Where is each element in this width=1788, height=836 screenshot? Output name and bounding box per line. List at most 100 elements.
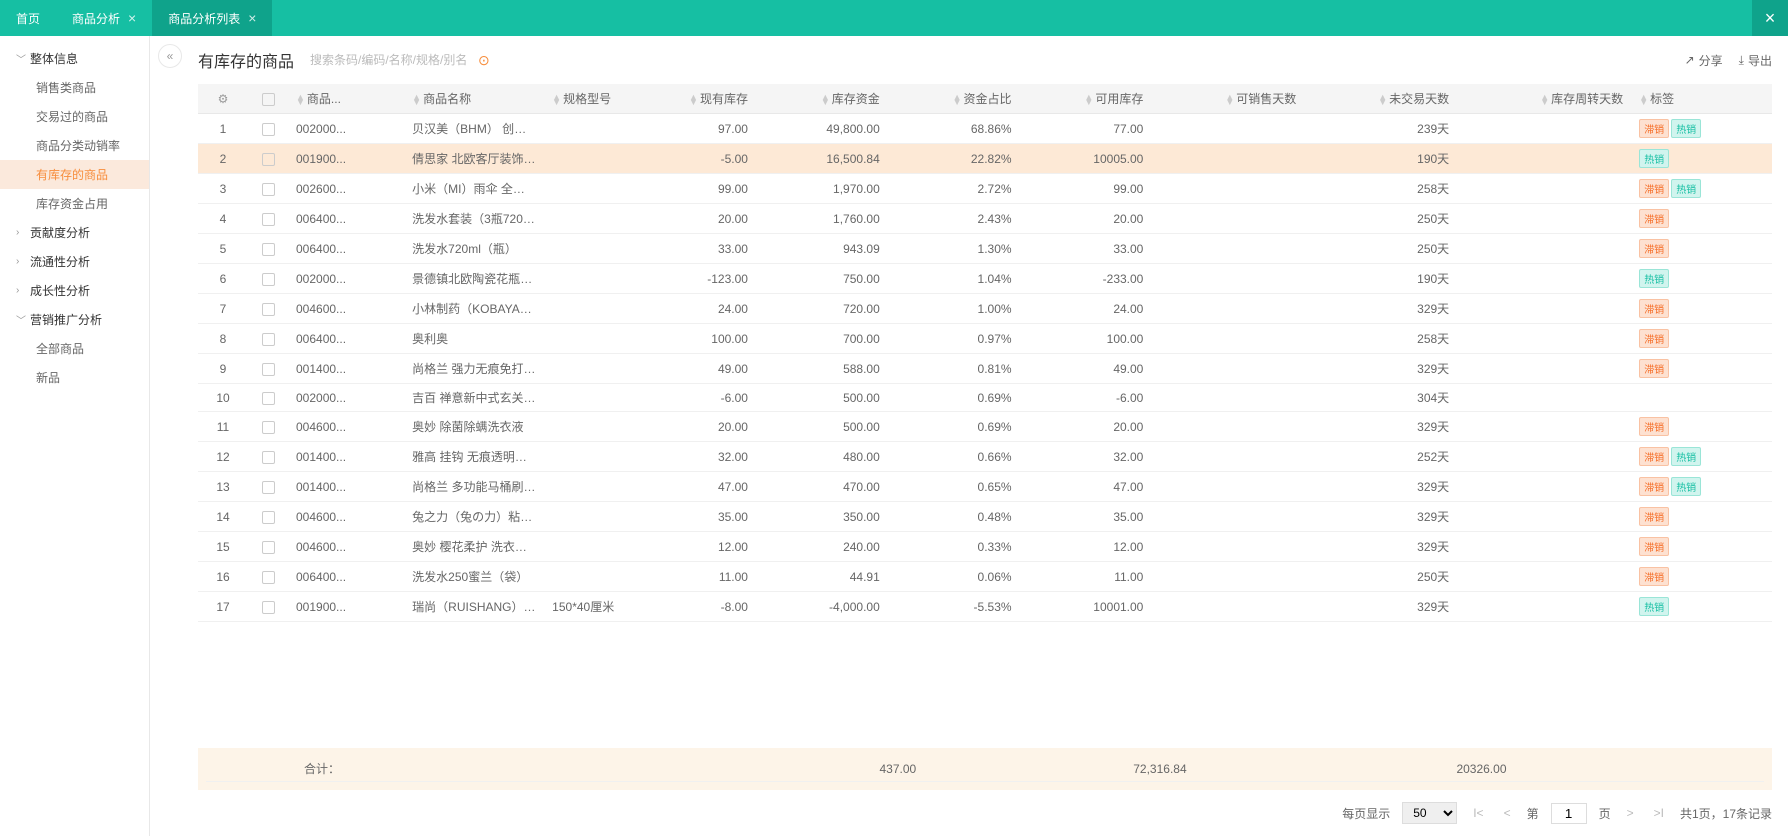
- nav-item-销售类商品[interactable]: 销售类商品: [0, 73, 149, 102]
- table-row[interactable]: 10002000...吉百 禅意新中式玄关摆件套-6.00500.000.69%…: [198, 384, 1772, 412]
- chevron-right-icon: ›: [16, 285, 26, 296]
- share-button[interactable]: ↗ 分享: [1685, 52, 1723, 69]
- col-header-name[interactable]: ▲▼商品名称: [404, 84, 544, 114]
- nav-item-全部商品[interactable]: 全部商品: [0, 334, 149, 363]
- sort-icon: ▲▼: [1225, 95, 1234, 105]
- select-all-checkbox[interactable]: [262, 93, 275, 106]
- nav-group-贡献度分析[interactable]: ›贡献度分析: [0, 218, 149, 247]
- nav-item-商品分类动销率[interactable]: 商品分类动销率: [0, 131, 149, 160]
- table-row[interactable]: 12001400...雅高 挂钩 无痕透明粘钩 强32.00480.000.66…: [198, 442, 1772, 472]
- col-header-saledays[interactable]: ▲▼可销售天数: [1151, 84, 1304, 114]
- nav-group-流通性分析[interactable]: ›流通性分析: [0, 247, 149, 276]
- col-header-funds[interactable]: ▲▼库存资金: [756, 84, 888, 114]
- col-header-notrade[interactable]: ▲▼未交易天数: [1304, 84, 1457, 114]
- row-checkbox[interactable]: [262, 303, 275, 316]
- sort-icon: ▲▼: [1540, 95, 1549, 105]
- table-row[interactable]: 11004600...奥妙 除菌除螨洗衣液20.00500.000.69%20.…: [198, 412, 1772, 442]
- sort-icon: ▲▼: [1378, 95, 1387, 105]
- col-header-tags[interactable]: ▲▼标签: [1631, 84, 1772, 114]
- tab-close-icon[interactable]: ×: [248, 10, 256, 26]
- col-header-pct[interactable]: ▲▼资金占比: [888, 84, 1020, 114]
- tab-首页[interactable]: 首页: [0, 0, 56, 36]
- chevron-down-icon: ﹀: [16, 312, 26, 327]
- row-checkbox[interactable]: [262, 392, 275, 405]
- gear-icon[interactable]: ⚙: [218, 92, 229, 106]
- row-checkbox[interactable]: [262, 123, 275, 136]
- row-checkbox[interactable]: [262, 243, 275, 256]
- tag-热销: 热销: [1671, 119, 1701, 138]
- col-header-code[interactable]: ▲▼商品...: [288, 84, 404, 114]
- row-checkbox[interactable]: [262, 333, 275, 346]
- table-row[interactable]: 5006400...洗发水720ml（瓶）33.00943.091.30%33.…: [198, 234, 1772, 264]
- nav-group-成长性分析[interactable]: ›成长性分析: [0, 276, 149, 305]
- col-header-turnover[interactable]: ▲▼库存周转天数: [1457, 84, 1631, 114]
- nav-item-库存资金占用[interactable]: 库存资金占用: [0, 189, 149, 218]
- tag-热销: 热销: [1639, 597, 1669, 616]
- sort-icon: ▲▼: [1639, 95, 1648, 105]
- row-checkbox[interactable]: [262, 571, 275, 584]
- pager-first[interactable]: I<: [1469, 806, 1487, 820]
- search-icon[interactable]: ⊙: [478, 52, 490, 69]
- nav-group-营销推广分析[interactable]: ﹀营销推广分析: [0, 305, 149, 334]
- row-checkbox[interactable]: [262, 451, 275, 464]
- page-size-label: 每页显示: [1342, 805, 1390, 822]
- table-row[interactable]: 7004600...小林制药（KOBAYASHI）E24.00720.001.0…: [198, 294, 1772, 324]
- table-row[interactable]: 1002000...贝汉美（BHM） 创意北欧...97.0049,800.00…: [198, 114, 1772, 144]
- row-checkbox[interactable]: [262, 601, 275, 614]
- tag-热销: 热销: [1671, 477, 1701, 496]
- row-checkbox[interactable]: [262, 183, 275, 196]
- row-checkbox[interactable]: [262, 541, 275, 554]
- tab-商品分析[interactable]: 商品分析×: [56, 0, 152, 36]
- col-header-avail[interactable]: ▲▼可用库存: [1020, 84, 1152, 114]
- table-row[interactable]: 16006400...洗发水250蜜兰（袋）11.0044.910.06%11.…: [198, 562, 1772, 592]
- page-size-select[interactable]: 102050100: [1402, 802, 1457, 824]
- table-row[interactable]: 17001900...瑞尚（RUISHANG） 卧室床150*40厘米-8.00…: [198, 592, 1772, 622]
- row-checkbox[interactable]: [262, 273, 275, 286]
- table-row[interactable]: 14004600...兔之力（兔の力）粘毛器粘35.00350.000.48%3…: [198, 502, 1772, 532]
- sort-icon: ▲▼: [552, 95, 561, 105]
- row-checkbox[interactable]: [262, 153, 275, 166]
- tag-热销: 热销: [1639, 149, 1669, 168]
- tab-商品分析列表[interactable]: 商品分析列表×: [152, 0, 272, 36]
- nav-item-交易过的商品[interactable]: 交易过的商品: [0, 102, 149, 131]
- totals-row: 合计：437.0072,316.8420326.00: [198, 748, 1772, 790]
- nav-group-整体信息[interactable]: ﹀整体信息: [0, 44, 149, 73]
- table-row[interactable]: 13001400...尚格兰 多功能马桶刷套装 马47.00470.000.65…: [198, 472, 1772, 502]
- table-row[interactable]: 2001900...倩思家 北欧客厅装饰画卧室-5.0016,500.8422.…: [198, 144, 1772, 174]
- table-row[interactable]: 15004600...奥妙 樱花柔护 洗衣凝珠 1012.00240.000.3…: [198, 532, 1772, 562]
- sort-icon: ▲▼: [689, 95, 698, 105]
- chevron-down-icon: ﹀: [16, 51, 26, 66]
- row-checkbox[interactable]: [262, 363, 275, 376]
- table-row[interactable]: 3002600...小米（MI）雨伞 全自动折叠99.001,970.002.7…: [198, 174, 1772, 204]
- table-row[interactable]: 9001400...尚格兰 强力无痕免打孔浴室49.00588.000.81%4…: [198, 354, 1772, 384]
- page-input[interactable]: [1551, 803, 1587, 824]
- table-row[interactable]: 8006400...奥利奥100.00700.000.97%100.00258天…: [198, 324, 1772, 354]
- tab-close-icon[interactable]: ×: [128, 10, 136, 26]
- tag-滞销: 滞销: [1639, 447, 1669, 466]
- pager-next[interactable]: >: [1623, 806, 1638, 820]
- table-row[interactable]: 6002000...景德镇北欧陶瓷花瓶摆件 优-123.00750.001.04…: [198, 264, 1772, 294]
- sort-icon: ▲▼: [953, 95, 962, 105]
- tag-滞销: 滞销: [1639, 359, 1669, 378]
- tag-热销: 热销: [1671, 447, 1701, 466]
- pager-prev[interactable]: <: [1500, 806, 1515, 820]
- row-checkbox[interactable]: [262, 213, 275, 226]
- chevron-right-icon: ›: [16, 227, 26, 238]
- search-input[interactable]: [310, 53, 470, 67]
- sort-icon: ▲▼: [1084, 95, 1093, 105]
- content-header: 有库存的商品 ⊙ ↗ 分享 ⤓ 导出: [182, 36, 1788, 84]
- tag-滞销: 滞销: [1639, 507, 1669, 526]
- row-checkbox[interactable]: [262, 481, 275, 494]
- close-all-tabs-button[interactable]: ×: [1752, 0, 1788, 36]
- row-checkbox[interactable]: [262, 421, 275, 434]
- collapse-sidebar-button[interactable]: «: [158, 44, 182, 68]
- col-header-spec[interactable]: ▲▼规格型号: [544, 84, 624, 114]
- tag-热销: 热销: [1639, 269, 1669, 288]
- table-row[interactable]: 4006400...洗发水套装（3瓶720ml+1120.001,760.002…: [198, 204, 1772, 234]
- nav-item-有库存的商品[interactable]: 有库存的商品: [0, 160, 149, 189]
- row-checkbox[interactable]: [262, 511, 275, 524]
- col-header-stock[interactable]: ▲▼现有库存: [624, 84, 756, 114]
- nav-item-新品[interactable]: 新品: [0, 363, 149, 392]
- export-button[interactable]: ⤓ 导出: [1739, 52, 1772, 69]
- pager-last[interactable]: >I: [1650, 806, 1668, 820]
